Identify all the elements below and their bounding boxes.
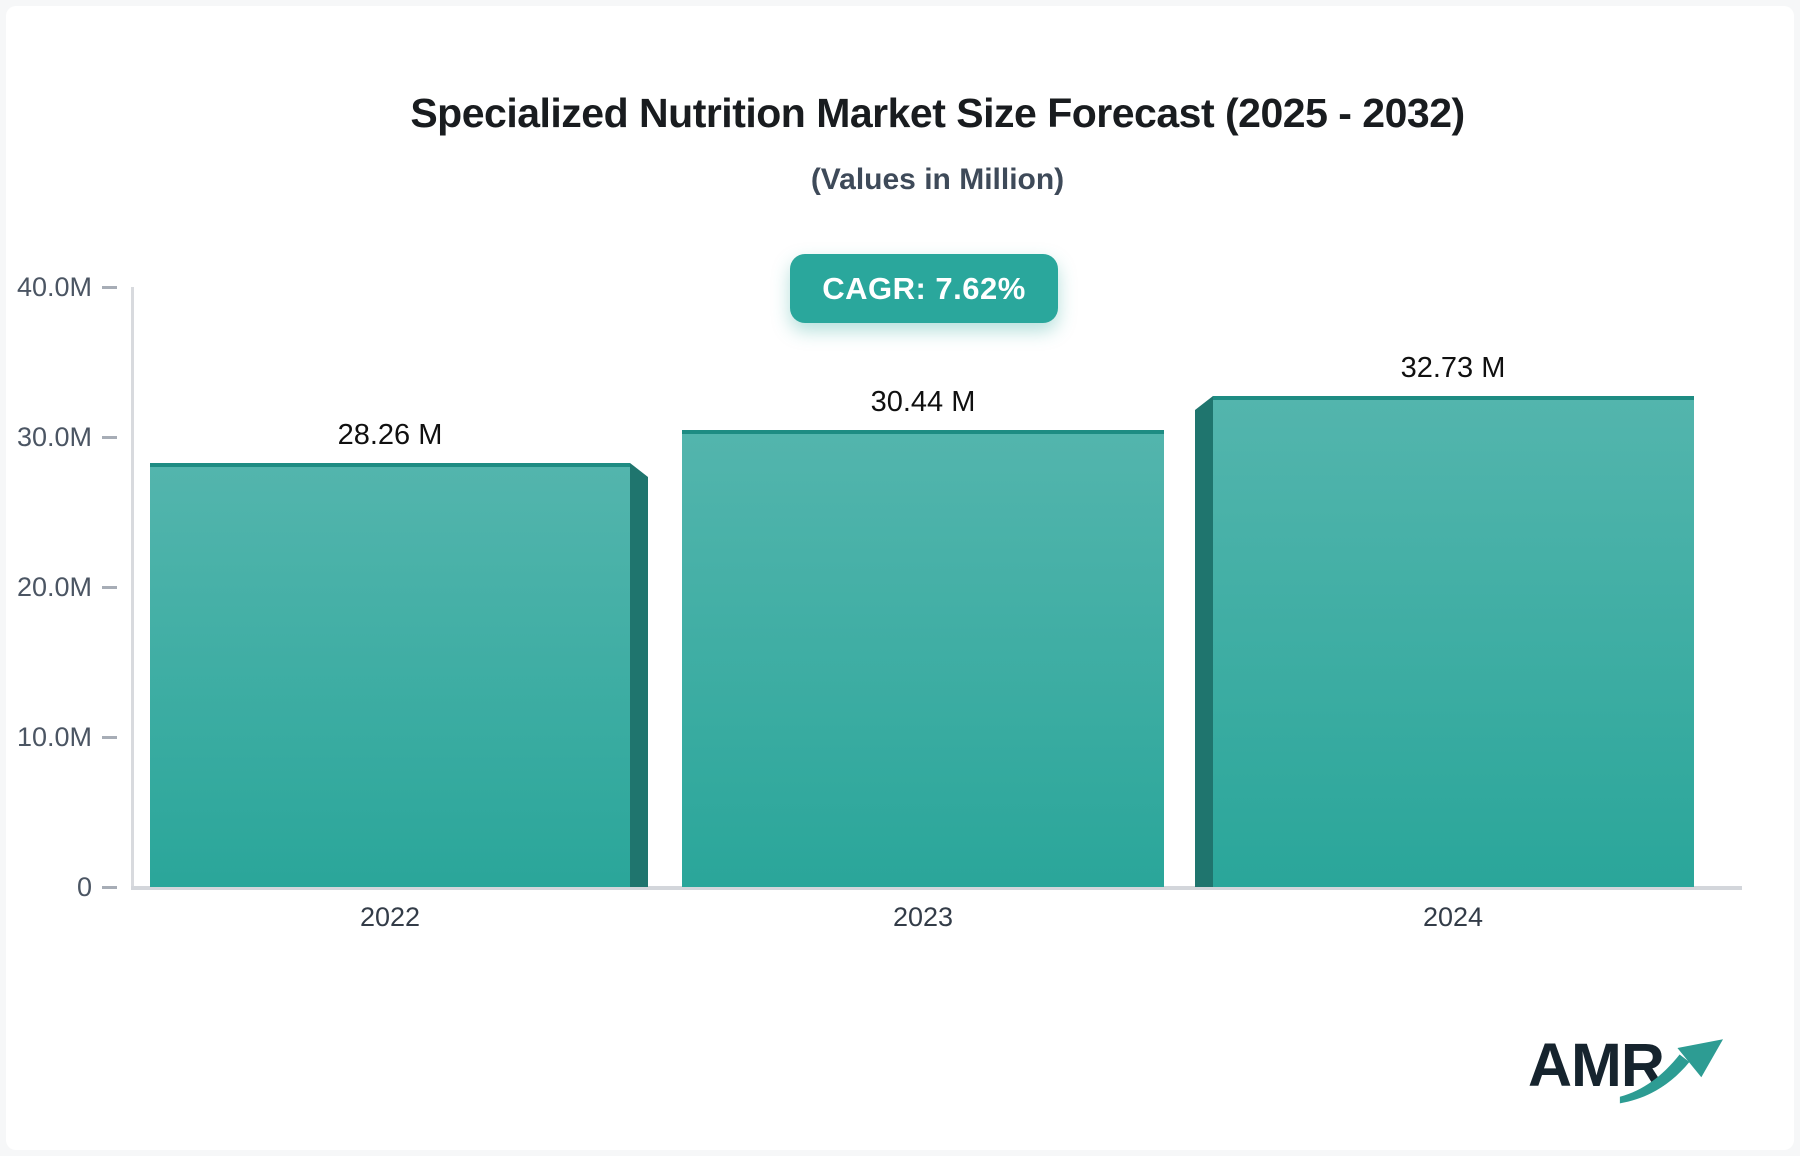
x-axis-label: 2023 bbox=[892, 902, 954, 932]
x-axis-line bbox=[131, 886, 1742, 890]
y-axis-label: 10.0M bbox=[16, 722, 92, 752]
growth-arrow-icon bbox=[1619, 1039, 1724, 1104]
x-axis-label: 2024 bbox=[1422, 902, 1484, 932]
y-axis-line bbox=[131, 287, 134, 888]
chart-title: Specialized Nutrition Market Size Foreca… bbox=[410, 90, 1465, 136]
brand-logo: AMR bbox=[1528, 1030, 1743, 1115]
y-axis-label: 30.0M bbox=[16, 422, 92, 452]
x-axis-label: 2022 bbox=[359, 902, 421, 932]
cagr-badge-label: CAGR: 7.62% bbox=[822, 270, 1026, 306]
cagr-badge: CAGR: 7.62% bbox=[790, 254, 1058, 323]
y-axis-label: 40.0M bbox=[16, 272, 92, 302]
bar bbox=[1195, 396, 1694, 887]
y-axis-tick bbox=[102, 586, 117, 589]
bar bbox=[682, 430, 1164, 887]
bar-face bbox=[1213, 396, 1694, 887]
y-axis-tick bbox=[102, 436, 117, 439]
y-axis-tick bbox=[102, 286, 117, 289]
y-axis-label: 0 bbox=[76, 872, 92, 902]
bar-side bbox=[1195, 396, 1213, 887]
bar-side bbox=[630, 463, 648, 887]
bar-value-label: 28.26 M bbox=[337, 419, 443, 451]
bar-value-label: 30.44 M bbox=[870, 386, 976, 418]
y-axis-tick bbox=[102, 736, 117, 739]
bar-value-label: 32.73 M bbox=[1400, 352, 1506, 384]
y-axis-label: 20.0M bbox=[16, 572, 92, 602]
y-axis-tick bbox=[102, 886, 117, 889]
bar-face bbox=[682, 430, 1164, 887]
chart-subtitle: (Values in Million) bbox=[810, 163, 1065, 196]
bar bbox=[150, 463, 648, 887]
bar-face bbox=[150, 463, 630, 887]
